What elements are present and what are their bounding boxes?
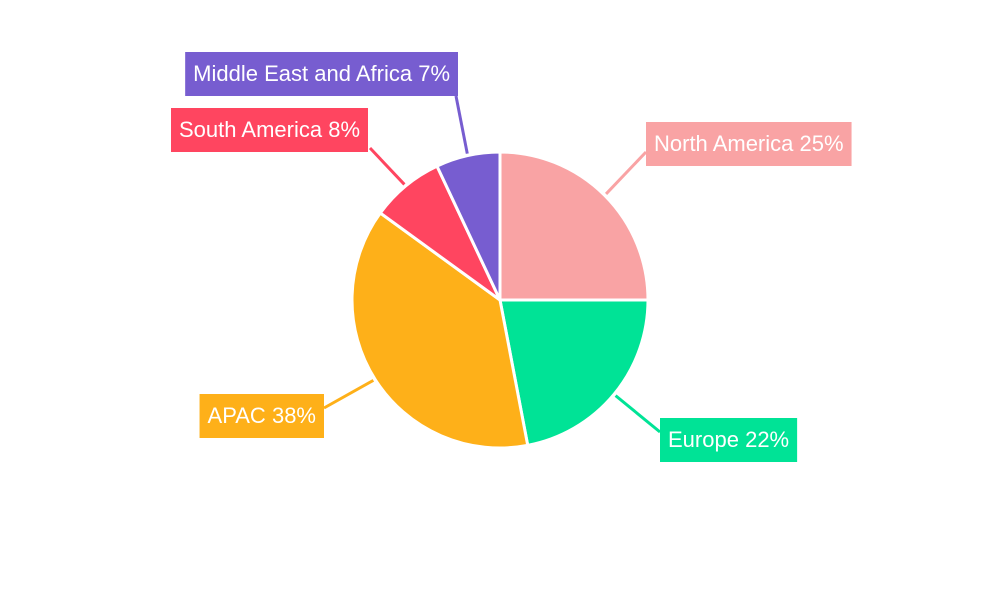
- data-label: Europe 22%: [660, 418, 798, 462]
- pie-slice: [350, 210, 530, 450]
- data-label: North America 25%: [646, 122, 852, 166]
- label-text: South America 8%: [179, 117, 360, 142]
- leader-line: [604, 150, 648, 195]
- label-category: Europe: [668, 427, 739, 452]
- label-category: South America: [179, 117, 323, 142]
- label-box: [646, 122, 852, 166]
- label-value: 38%: [272, 403, 316, 428]
- label-box: [171, 108, 368, 152]
- label-text: Europe 22%: [668, 427, 789, 452]
- data-label: APAC 38%: [199, 394, 324, 438]
- label-category: APAC: [208, 403, 266, 428]
- label-text: APAC 38%: [208, 403, 316, 428]
- label-box: [660, 418, 798, 462]
- pie-slice: [498, 298, 650, 448]
- label-box: [185, 52, 458, 96]
- data-label: Middle East and Africa 7%: [185, 52, 458, 96]
- label-value: 22%: [745, 427, 789, 452]
- label-value: 7%: [418, 61, 450, 86]
- leader-line: [323, 379, 375, 410]
- label-value: 8%: [328, 117, 360, 142]
- leader-line: [614, 394, 661, 434]
- label-text: North America 25%: [654, 131, 844, 156]
- label-text: Middle East and Africa 7%: [193, 61, 450, 86]
- leader-line: [368, 146, 406, 186]
- label-category: Middle East and Africa: [193, 61, 413, 86]
- pie-slice: [498, 150, 650, 302]
- data-label: South America 8%: [171, 108, 368, 152]
- leader-line: [454, 95, 469, 154]
- label-category: North America: [654, 131, 794, 156]
- label-value: 25%: [800, 131, 844, 156]
- label-box: [199, 394, 324, 438]
- pie-slice: [434, 150, 502, 301]
